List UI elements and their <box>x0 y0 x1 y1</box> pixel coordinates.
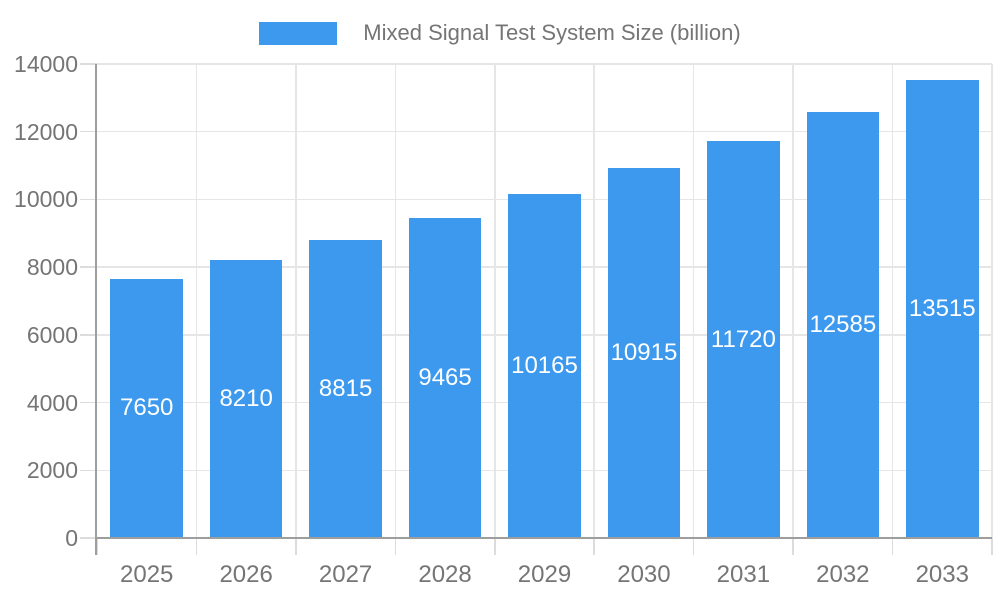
x-tick-label: 2026 <box>219 561 273 588</box>
x-tick <box>692 538 695 555</box>
bar-value-label: 12585 <box>809 310 877 338</box>
y-tick-label: 12000 <box>14 118 78 145</box>
x-tick <box>96 538 98 555</box>
x-grid-line <box>394 64 397 538</box>
legend: Mixed Signal Test System Size (billion) <box>0 16 1000 50</box>
bar-value-label: 7650 <box>120 394 174 422</box>
bar-value-label: 9465 <box>418 363 472 391</box>
bar-value-label: 10915 <box>610 339 678 367</box>
x-tick-label: 2030 <box>617 561 671 588</box>
y-tick-label: 2000 <box>26 457 78 484</box>
x-tick-label: 2025 <box>120 561 174 588</box>
x-grid-line <box>792 64 794 538</box>
bar-value-label: 8210 <box>219 385 273 412</box>
y-tick <box>80 130 97 133</box>
bar-value-label: 13515 <box>908 295 976 323</box>
legend-label: Mixed Signal Test System Size (billion) <box>363 20 741 45</box>
y-tick <box>80 401 97 404</box>
x-tick-label: 2028 <box>418 561 472 588</box>
y-tick <box>80 198 97 201</box>
x-tick <box>295 538 297 555</box>
y-tick <box>80 266 97 268</box>
y-tick-label: 10000 <box>14 186 78 213</box>
x-tick <box>593 538 595 555</box>
x-grid-line <box>195 64 198 538</box>
bar-value-label: 10165 <box>511 351 578 379</box>
y-tick-label: 4000 <box>26 389 78 416</box>
bar-2031: 11720 <box>707 141 780 538</box>
x-grid-line <box>692 64 695 538</box>
bar-2026: 8210 <box>209 260 283 538</box>
x-grid-line <box>494 64 496 538</box>
y-tick-label: 6000 <box>26 321 78 348</box>
y-grid-line <box>97 63 992 65</box>
bar-value-label: 11720 <box>710 325 776 353</box>
bar-2033: 13515 <box>905 80 979 538</box>
x-tick-label: 2031 <box>716 561 771 588</box>
x-tick <box>195 538 198 555</box>
bar-value-label: 8815 <box>318 374 373 402</box>
y-grid-line <box>97 130 992 133</box>
bar-2028: 9465 <box>408 217 482 538</box>
bar-2029: 10165 <box>508 193 581 538</box>
x-axis-line <box>95 537 992 539</box>
x-tick <box>792 538 794 555</box>
bar-2030: 10915 <box>607 168 681 538</box>
x-grid-line <box>991 64 993 538</box>
x-tick <box>494 538 496 555</box>
y-tick-label: 14000 <box>14 51 78 77</box>
x-tick-label: 2027 <box>318 561 373 588</box>
y-tick <box>80 334 97 336</box>
x-tick-label: 2033 <box>915 561 969 588</box>
x-tick <box>991 538 993 555</box>
y-tick <box>80 469 97 472</box>
bar-2032: 12585 <box>806 111 880 538</box>
x-grid-line <box>295 64 297 538</box>
x-grid-line <box>593 64 595 538</box>
legend-swatch <box>259 21 338 45</box>
bar-2027: 8815 <box>309 239 382 538</box>
x-tick <box>394 538 397 555</box>
y-tick-label: 8000 <box>26 254 78 281</box>
y-tick-label: 0 <box>65 525 78 551</box>
bar-2025: 7650 <box>110 278 184 538</box>
x-tick <box>891 538 894 555</box>
x-grid-line <box>891 64 894 538</box>
y-tick <box>80 63 97 65</box>
y-tick <box>80 537 97 539</box>
x-tick-label: 2032 <box>816 561 870 588</box>
y-axis-line <box>95 64 97 555</box>
x-tick-label: 2029 <box>517 561 572 588</box>
